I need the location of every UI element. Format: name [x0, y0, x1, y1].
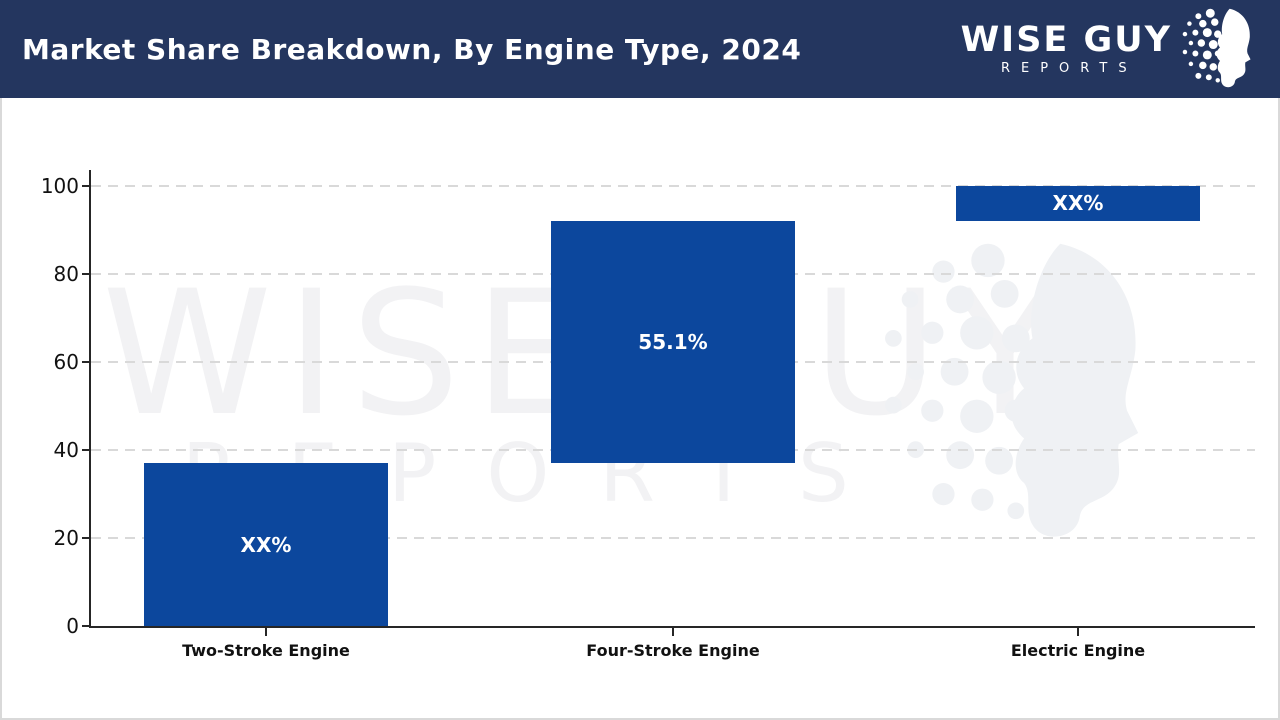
y-gridline — [91, 537, 1255, 539]
bar-value-label: XX% — [1052, 191, 1104, 216]
y-axis-tick — [82, 361, 90, 363]
watermark-face-icon — [860, 224, 1166, 564]
y-gridline — [91, 185, 1255, 187]
x-axis-tick — [265, 628, 267, 636]
y-axis-tick-label: 40 — [53, 438, 79, 462]
y-axis-tick — [82, 273, 90, 275]
y-axis-tick-label: 100 — [40, 174, 79, 198]
x-axis-tick — [672, 628, 674, 636]
x-axis-category-label: Electric Engine — [1010, 641, 1146, 660]
y-axis-line — [89, 170, 91, 628]
bar-four-stroke-engine: 55.1% — [551, 220, 795, 464]
y-axis-tick-label: 0 — [66, 614, 79, 638]
x-axis-line — [89, 626, 1255, 628]
y-axis-tick — [82, 537, 90, 539]
logo-wordmark: WISE GUY — [960, 19, 1172, 60]
wiseguy-logo: WISE GUY REPORTS — [961, 6, 1258, 92]
y-axis-tick-label: 20 — [53, 526, 79, 550]
page-title: Market Share Breakdown, By Engine Type, … — [22, 32, 802, 66]
wiseguy-logo-text: WISE GUY REPORTS — [960, 19, 1172, 76]
y-axis-tick — [82, 449, 90, 451]
y-axis-tick — [82, 625, 90, 627]
bar-electric-engine: XX% — [956, 186, 1200, 221]
logo-subtitle: REPORTS — [1000, 60, 1138, 76]
bar-value-label: XX% — [240, 532, 292, 557]
x-axis-tick — [1077, 628, 1079, 636]
x-axis-category-label: Four-Stroke Engine — [586, 641, 760, 660]
y-axis-tick — [82, 185, 90, 187]
chart-canvas: WISE GUY REPORTS 0 20 40 60 80 100 XX% 55.1% XX%… — [0, 98, 1280, 720]
y-axis-tick-label: 60 — [53, 350, 79, 374]
bar-value-label: 55.1% — [638, 329, 708, 354]
x-axis-category-label: Two-Stroke Engine — [182, 641, 350, 660]
header-bar: Market Share Breakdown, By Engine Type, … — [0, 0, 1280, 98]
y-axis-tick-label: 80 — [53, 262, 79, 286]
wiseguy-face-icon — [1176, 6, 1258, 92]
bar-two-stroke-engine: XX% — [144, 463, 388, 626]
